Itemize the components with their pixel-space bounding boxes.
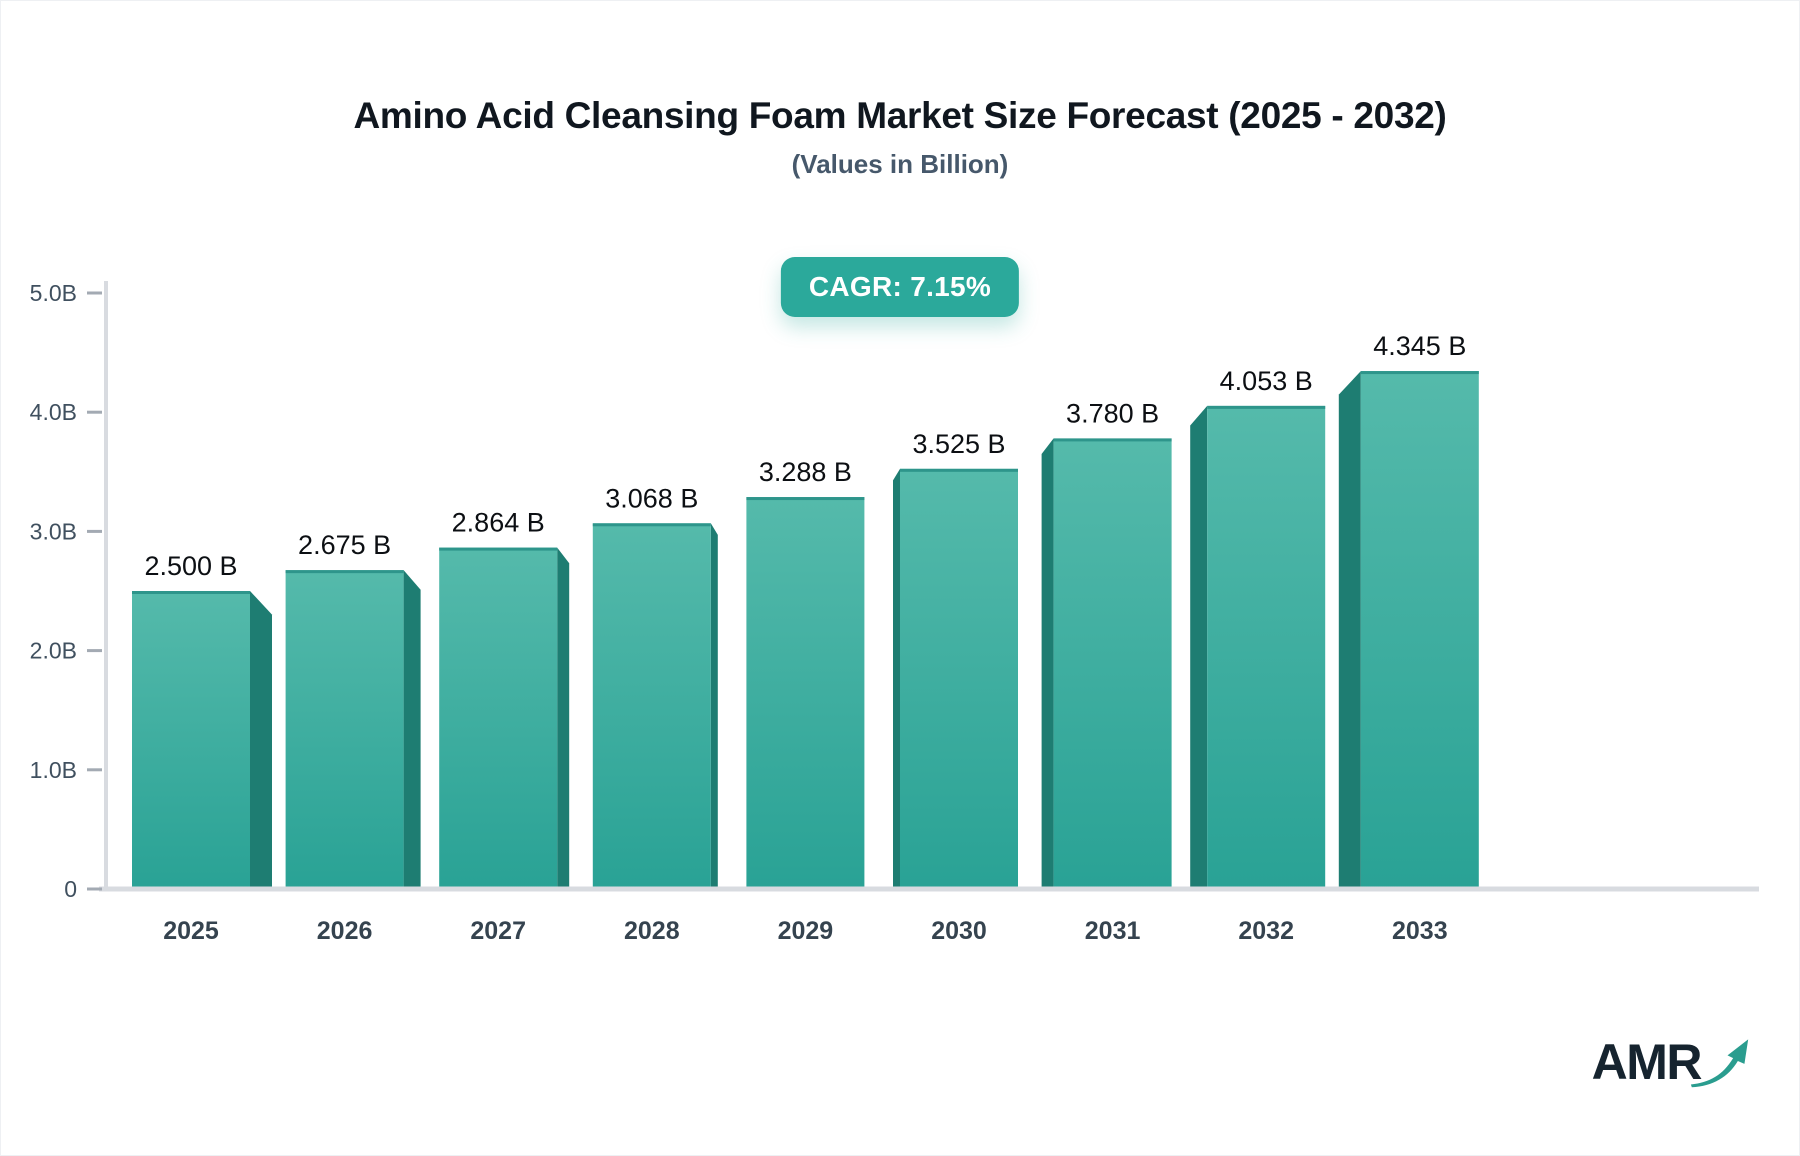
bar-top-rim	[1207, 405, 1326, 409]
bar-side-face	[557, 547, 570, 889]
bar-value-label: 4.053 B	[1220, 366, 1313, 396]
bar-side-face	[1041, 438, 1054, 889]
bar-2027: 2.864 B 2027	[439, 508, 570, 945]
x-axis-label-2030: 2030	[931, 917, 987, 945]
bar-2026: 2.675 B 2026	[285, 530, 421, 945]
bar-value-label: 3.780 B	[1066, 398, 1159, 428]
bar-top-rim	[439, 547, 558, 551]
bar-value-label: 3.525 B	[912, 429, 1005, 459]
bar-top-rim	[900, 468, 1018, 472]
bar-side-face	[710, 523, 718, 889]
bar-2025: 2.500 B 2025	[132, 551, 272, 945]
bar-value-label: 2.500 B	[144, 551, 237, 581]
amr-logo: AMR	[1592, 1037, 1751, 1089]
y-tick-label-4.0B: 4.0B	[30, 399, 77, 425]
bar-2032: 4.053 B 2032	[1190, 366, 1326, 945]
bar-side-face	[250, 591, 272, 889]
bar-2030: 3.525 B 2030	[893, 429, 1018, 945]
bar-2033: 4.345 B 2033	[1338, 331, 1479, 945]
x-axis-label-2029: 2029	[778, 917, 834, 945]
bar-side-face	[893, 468, 900, 889]
bar-value-label: 4.345 B	[1373, 331, 1466, 361]
bar-front-face	[285, 570, 404, 889]
bar-top-rim	[285, 570, 404, 574]
x-axis-label-2033: 2033	[1392, 917, 1448, 945]
bar-side-face	[1338, 371, 1361, 889]
bar-2029: 3.288 B 2029	[746, 457, 865, 945]
chart-subtitle: (Values in Billion)	[791, 149, 1009, 179]
bar-front-face	[132, 591, 250, 889]
bar-front-face	[1360, 371, 1479, 889]
x-axis-label-2027: 2027	[470, 917, 526, 945]
x-axis-label-2032: 2032	[1238, 917, 1294, 945]
x-axis-label-2028: 2028	[624, 917, 680, 945]
y-tick-label-5.0B: 5.0B	[30, 280, 77, 306]
y-tick-label-0: 0	[64, 876, 77, 902]
bar-2028: 3.068 B 2028	[592, 483, 718, 945]
bar-front-face	[900, 468, 1018, 889]
bar-front-face	[592, 523, 711, 889]
x-axis-label-2025: 2025	[163, 917, 219, 945]
bar-front-face	[439, 547, 558, 889]
bar-front-face	[746, 497, 865, 889]
trend-up-arrow-icon	[1690, 1039, 1749, 1088]
bar-top-rim	[746, 497, 865, 501]
bar-top-rim	[1053, 438, 1172, 442]
chart-title: Amino Acid Cleansing Foam Market Size Fo…	[353, 95, 1447, 136]
x-axis-label-2026: 2026	[317, 917, 373, 945]
bar-value-label: 3.288 B	[759, 457, 852, 487]
bar-value-label: 2.864 B	[452, 508, 545, 538]
amr-logo-text: AMR	[1591, 1034, 1703, 1090]
x-axis-label-2031: 2031	[1085, 917, 1141, 945]
bar-side-face	[1190, 405, 1208, 889]
y-tick-label-3.0B: 3.0B	[30, 518, 77, 544]
bar-top-rim	[592, 523, 711, 527]
y-tick-label-2.0B: 2.0B	[30, 638, 77, 664]
bar-2031: 3.780 B 2031	[1041, 398, 1172, 945]
cagr-badge: CAGR: 7.15%	[780, 257, 1020, 317]
bar-top-rim	[132, 591, 250, 594]
y-tick-label-1.0B: 1.0B	[30, 757, 77, 783]
bar-value-label: 3.068 B	[605, 483, 698, 513]
bar-value-label: 2.675 B	[298, 530, 391, 560]
bar-side-face	[403, 570, 421, 889]
bar-front-face	[1207, 405, 1326, 889]
bar-top-rim	[1360, 371, 1479, 375]
bar-front-face	[1053, 438, 1172, 889]
